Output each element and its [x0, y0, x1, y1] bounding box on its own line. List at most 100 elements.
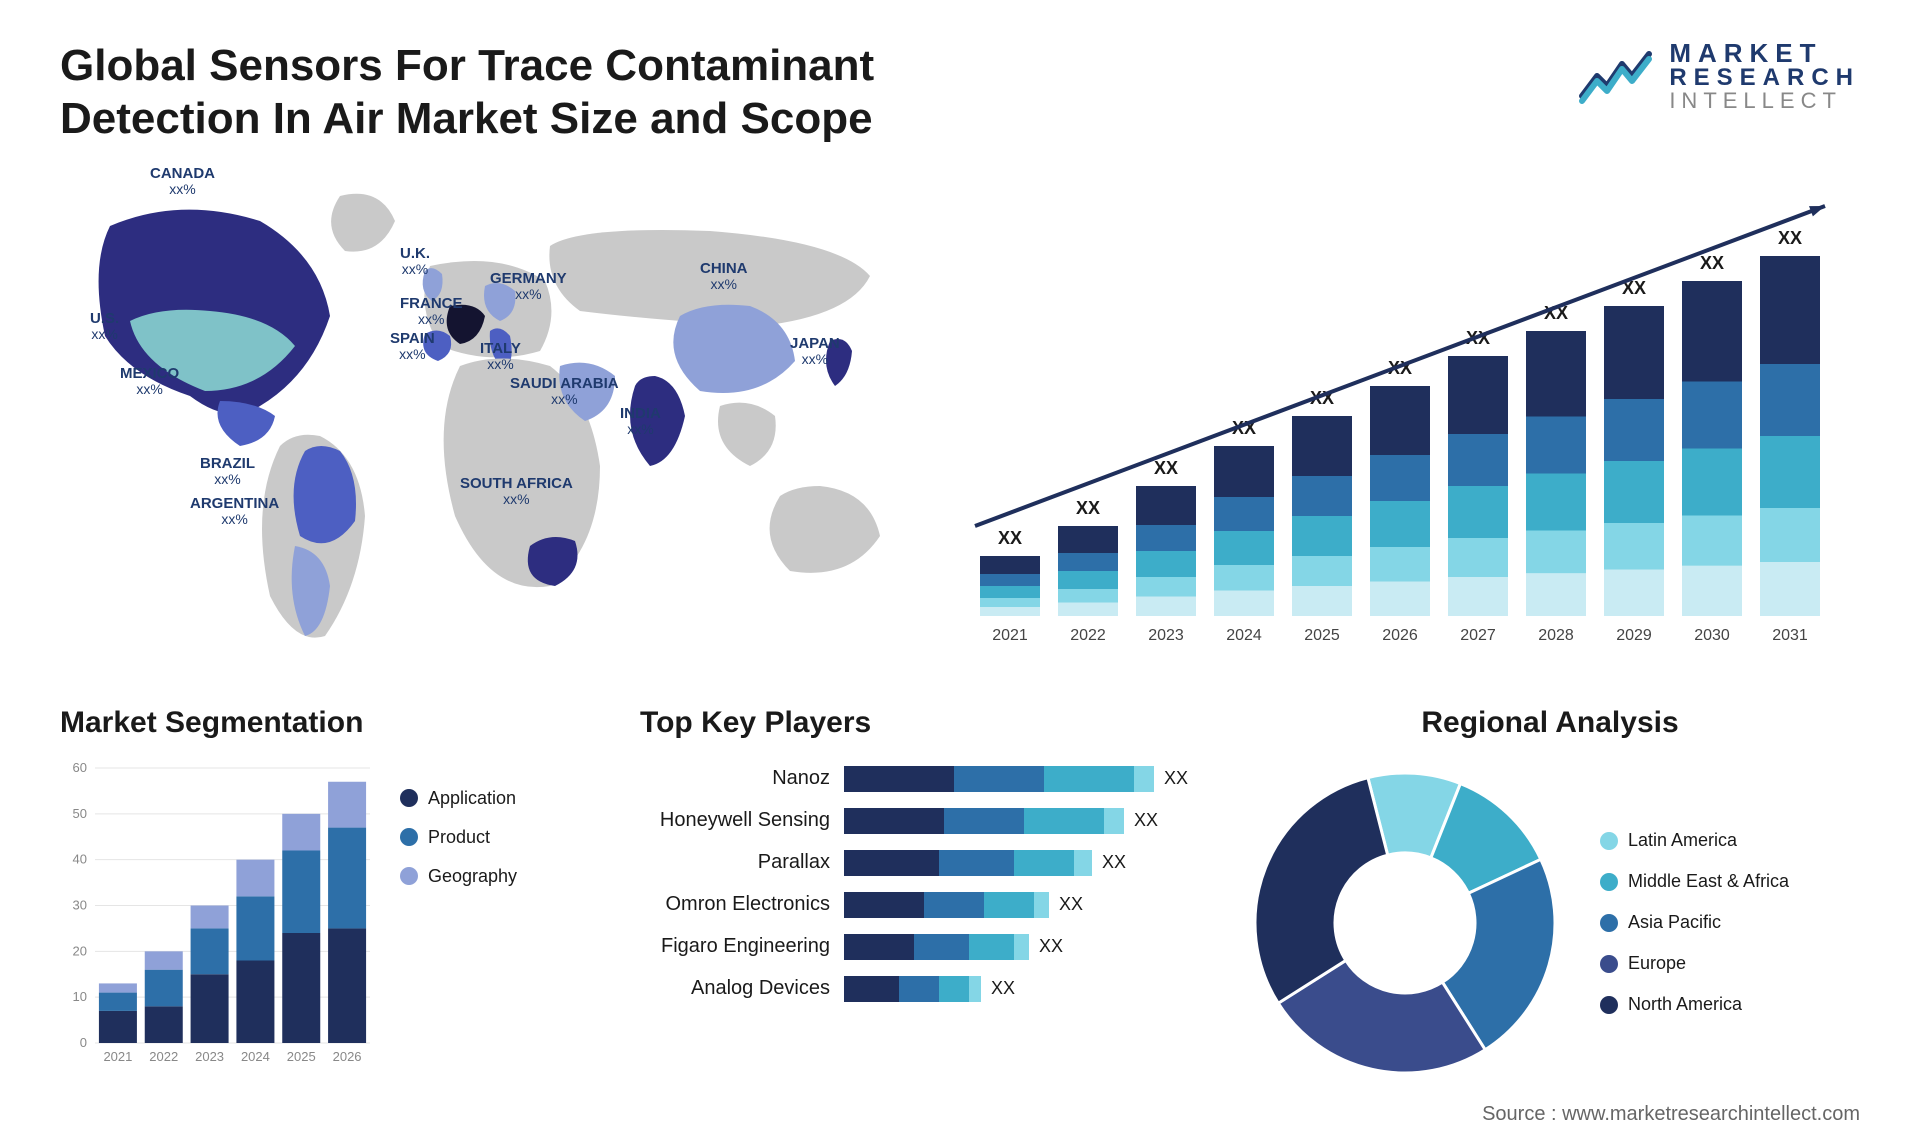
- player-name: Analog Devices: [640, 977, 830, 1000]
- player-value: XX: [1134, 810, 1158, 831]
- player-row: Parallax XX: [640, 850, 1200, 876]
- player-value: XX: [1039, 936, 1063, 957]
- world-map-panel: CANADAxx%U.S.xx%MEXICOxx%BRAZILxx%ARGENT…: [60, 166, 920, 686]
- svg-text:2022: 2022: [1070, 627, 1106, 644]
- growth-bar-chart: XX2021XX2022XX2023XX2024XX2025XX2026XX20…: [960, 166, 1860, 666]
- logo-text-1: MARKET: [1669, 40, 1860, 66]
- player-name: Omron Electronics: [640, 893, 830, 916]
- svg-text:2025: 2025: [1304, 627, 1340, 644]
- player-name: Nanoz: [640, 767, 830, 790]
- svg-text:2024: 2024: [1226, 627, 1262, 644]
- svg-text:2023: 2023: [1148, 627, 1184, 644]
- regional-donut-chart: [1240, 758, 1570, 1088]
- regional-legend-item: Europe: [1600, 953, 1789, 974]
- map-country-label: SOUTH AFRICAxx%: [460, 476, 573, 509]
- player-value: XX: [1102, 852, 1126, 873]
- logo-text-3: INTELLECT: [1669, 90, 1860, 112]
- segmentation-legend-item: Product: [400, 827, 517, 848]
- legend-label: Geography: [428, 866, 517, 887]
- map-country-label: CANADAxx%: [150, 166, 215, 199]
- legend-swatch-icon: [1600, 914, 1618, 932]
- legend-label: Product: [428, 827, 490, 848]
- map-country-label: MEXICOxx%: [120, 366, 179, 399]
- player-row: Omron Electronics XX: [640, 892, 1200, 918]
- svg-text:XX: XX: [998, 528, 1022, 548]
- players-bar-list: NanozXXHoneywell SensingXXParallaxXXOmro…: [640, 758, 1200, 1002]
- svg-text:XX: XX: [1076, 498, 1100, 518]
- legend-swatch-icon: [1600, 996, 1618, 1014]
- svg-text:2027: 2027: [1460, 627, 1496, 644]
- map-country-label: ARGENTINAxx%: [190, 496, 279, 529]
- map-country-label: INDIAxx%: [620, 406, 661, 439]
- segmentation-legend: Application Product Geography: [400, 758, 517, 1078]
- player-bar: [844, 808, 1124, 834]
- player-value: XX: [1059, 894, 1083, 915]
- segmentation-legend-item: Application: [400, 788, 517, 809]
- legend-swatch-icon: [400, 828, 418, 846]
- svg-text:2029: 2029: [1616, 627, 1652, 644]
- map-country-label: SAUDI ARABIAxx%: [510, 376, 619, 409]
- svg-text:20: 20: [73, 943, 87, 958]
- source-attribution: Source : www.marketresearchintellect.com: [1482, 1103, 1860, 1126]
- regional-legend-item: Middle East & Africa: [1600, 871, 1789, 892]
- player-name: Parallax: [640, 851, 830, 874]
- players-title: Top Key Players: [640, 706, 1200, 740]
- svg-text:50: 50: [73, 805, 87, 820]
- player-name: Honeywell Sensing: [640, 809, 830, 832]
- svg-text:XX: XX: [1778, 228, 1802, 248]
- player-value: XX: [1164, 768, 1188, 789]
- legend-label: North America: [1628, 994, 1742, 1015]
- legend-swatch-icon: [400, 867, 418, 885]
- legend-label: Asia Pacific: [1628, 912, 1721, 933]
- svg-text:2025: 2025: [287, 1049, 316, 1064]
- svg-text:40: 40: [73, 851, 87, 866]
- regional-legend-item: North America: [1600, 994, 1789, 1015]
- regional-legend: Latin America Middle East & Africa Asia Pa…: [1600, 830, 1789, 1015]
- growth-chart-panel: XX2021XX2022XX2023XX2024XX2025XX2026XX20…: [960, 166, 1860, 686]
- svg-text:XX: XX: [1700, 253, 1724, 273]
- logo-text-2: RESEARCH: [1669, 66, 1860, 90]
- svg-text:2028: 2028: [1538, 627, 1574, 644]
- player-row: Analog DevicesXX: [640, 976, 1200, 1002]
- legend-label: Middle East & Africa: [1628, 871, 1789, 892]
- regional-title: Regional Analysis: [1240, 706, 1860, 740]
- segmentation-legend-item: Geography: [400, 866, 517, 887]
- map-country-label: U.K.xx%: [400, 246, 430, 279]
- map-country-label: JAPANxx%: [790, 336, 840, 369]
- legend-swatch-icon: [1600, 873, 1618, 891]
- svg-text:10: 10: [73, 989, 87, 1004]
- svg-text:2026: 2026: [1382, 627, 1418, 644]
- player-name: Figaro Engineering: [640, 935, 830, 958]
- player-bar: [844, 850, 1092, 876]
- map-country-label: ITALYxx%: [480, 341, 521, 374]
- legend-swatch-icon: [1600, 955, 1618, 973]
- map-country-label: FRANCExx%: [400, 296, 463, 329]
- svg-text:2021: 2021: [103, 1049, 132, 1064]
- svg-text:2024: 2024: [241, 1049, 270, 1064]
- svg-text:60: 60: [73, 760, 87, 775]
- logo-mark-icon: [1577, 46, 1657, 106]
- legend-swatch-icon: [1600, 832, 1618, 850]
- svg-text:2030: 2030: [1694, 627, 1730, 644]
- player-row: Nanoz XX: [640, 766, 1200, 792]
- page-title: Global Sensors For Trace Contaminant Det…: [60, 40, 1060, 146]
- svg-text:0: 0: [80, 1035, 87, 1050]
- svg-text:2031: 2031: [1772, 627, 1808, 644]
- regional-legend-item: Latin America: [1600, 830, 1789, 851]
- regional-legend-item: Asia Pacific: [1600, 912, 1789, 933]
- svg-text:2026: 2026: [333, 1049, 362, 1064]
- player-bar: [844, 892, 1049, 918]
- brand-logo: MARKET RESEARCH INTELLECT: [1577, 40, 1860, 112]
- world-map: [60, 166, 920, 666]
- segmentation-title: Market Segmentation: [60, 706, 600, 740]
- svg-text:2022: 2022: [149, 1049, 178, 1064]
- svg-text:2023: 2023: [195, 1049, 224, 1064]
- legend-swatch-icon: [400, 789, 418, 807]
- player-bar: [844, 976, 981, 1002]
- map-country-label: SPAINxx%: [390, 331, 435, 364]
- player-row: Honeywell Sensing XX: [640, 808, 1200, 834]
- map-country-label: GERMANYxx%: [490, 271, 567, 304]
- map-country-label: CHINAxx%: [700, 261, 748, 294]
- svg-text:30: 30: [73, 897, 87, 912]
- legend-label: Latin America: [1628, 830, 1737, 851]
